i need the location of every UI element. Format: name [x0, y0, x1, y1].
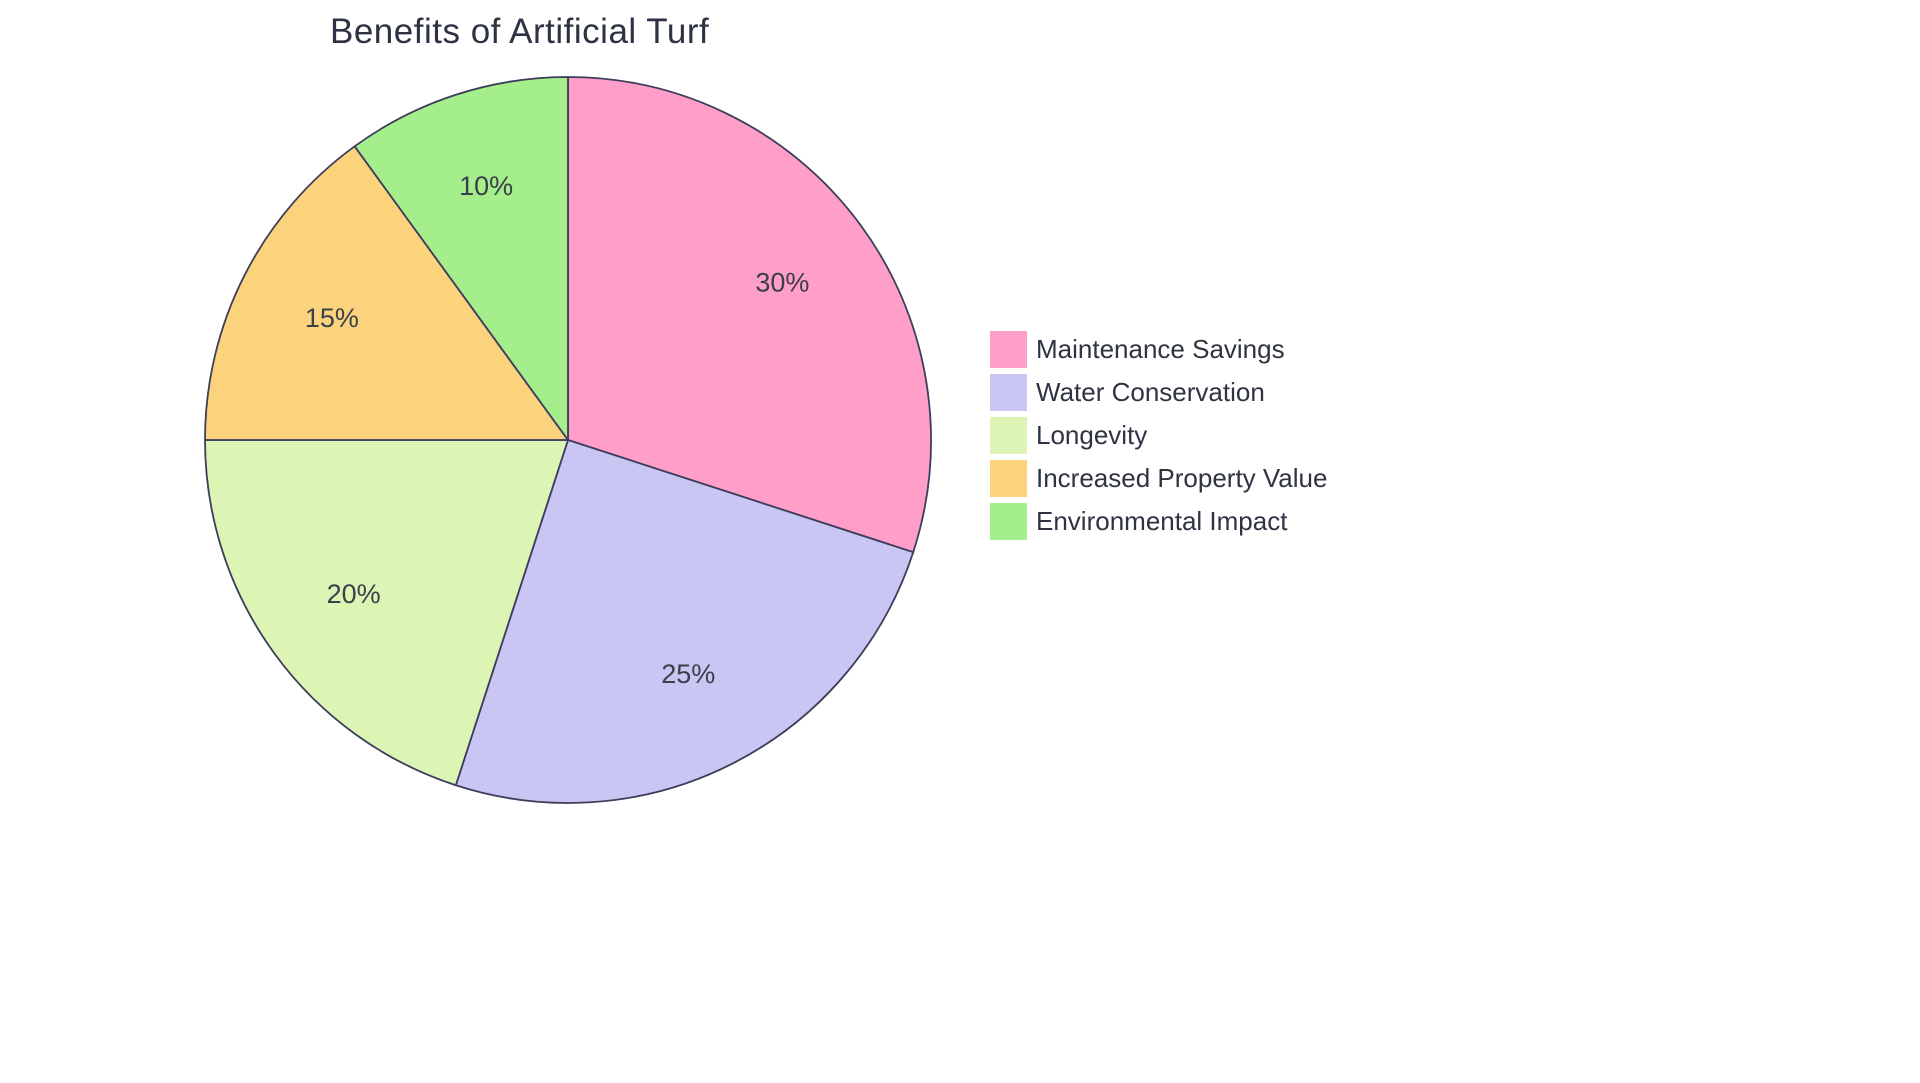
- pie-slice-label: 30%: [755, 267, 809, 297]
- legend-label: Increased Property Value: [1036, 463, 1328, 493]
- legend-swatch-icon: [990, 503, 1027, 540]
- legend-item: Water Conservation: [990, 374, 1327, 411]
- pie-slice-label: 25%: [661, 659, 715, 689]
- pie-slice-label: 15%: [305, 303, 359, 333]
- legend-item: Increased Property Value: [990, 460, 1327, 497]
- pie-slice-label: 10%: [459, 171, 513, 201]
- pie-slice-3: [204, 145, 569, 441]
- legend-swatch-icon: [990, 417, 1027, 454]
- pie-slice-0: [567, 76, 932, 554]
- legend-label: Environmental Impact: [1036, 506, 1288, 536]
- legend-swatch-icon: [990, 460, 1027, 497]
- legend-label: Water Conservation: [1036, 377, 1265, 407]
- pie-slice-4: [353, 76, 569, 441]
- legend-swatch-icon: [990, 331, 1027, 368]
- chart-legend: Maintenance Savings Water Conservation L…: [990, 331, 1327, 540]
- legend-label: Longevity: [1036, 420, 1148, 450]
- legend-item: Environmental Impact: [990, 503, 1327, 540]
- legend-item: Longevity: [990, 417, 1327, 454]
- pie-slice-2: [204, 439, 569, 787]
- legend-swatch-icon: [990, 374, 1027, 411]
- pie-slice-1: [454, 439, 915, 804]
- legend-label: Maintenance Savings: [1036, 334, 1285, 364]
- legend-item: Maintenance Savings: [990, 331, 1327, 368]
- pie-slice-label: 20%: [327, 579, 381, 609]
- chart-title: Benefits of Artificial Turf: [330, 12, 710, 51]
